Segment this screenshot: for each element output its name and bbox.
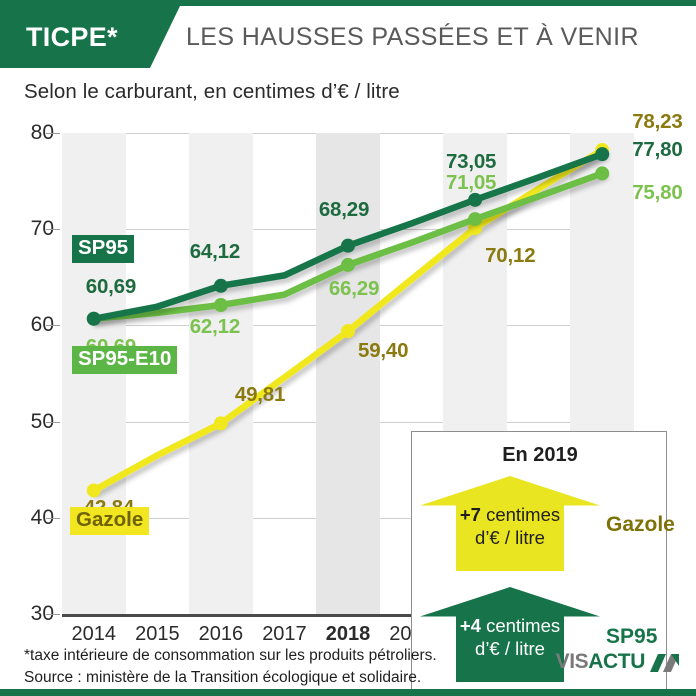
inset-sp95-unit2: d’€ / litre: [475, 637, 545, 659]
data-label: 60,69: [85, 274, 137, 298]
inset-sp95-series-label: SP95: [606, 625, 658, 648]
y-tick-dash: [46, 517, 60, 519]
data-label: 66,29: [328, 276, 380, 300]
inset-title: En 2019: [502, 444, 578, 466]
x-axis-tick: 2016: [198, 623, 244, 645]
data-point: [213, 298, 228, 313]
inset-gazole-amount: +7: [459, 504, 481, 525]
data-point: [341, 238, 355, 253]
logo-text-actu: ACTU: [588, 650, 645, 673]
bottom-accent-rule: [0, 689, 696, 696]
inset-sp95-unit: centimes: [486, 615, 561, 636]
header: TICPE* LES HAUSSES PASSÉES ET À VENIR: [0, 6, 696, 68]
y-tick-dash: [46, 229, 60, 231]
y-tick-dash: [46, 325, 60, 327]
data-label: 77,80: [632, 138, 683, 162]
chart-band: [316, 133, 380, 614]
inset-row-gazole: +7 centimes d’€ / litre Gazole: [412, 476, 675, 571]
series-badge-sp95-e10: SP95-E10: [72, 346, 178, 374]
data-label: 64,12: [189, 239, 241, 263]
data-point: [86, 483, 101, 498]
series-badge-gazole: Gazole: [70, 507, 150, 535]
series-badge-sp95: SP95: [72, 235, 135, 263]
header-tag: TICPE*: [0, 6, 180, 68]
data-label: 78,23: [632, 110, 683, 134]
inset-sp95-amount: +4: [459, 615, 481, 636]
page-title: LES HAUSSES PASSÉES ET À VENIR: [186, 22, 639, 51]
x-axis-line: [62, 614, 634, 617]
data-point: [341, 257, 355, 272]
y-axis-tick: 30: [30, 602, 54, 625]
chart-band: [189, 133, 253, 614]
logo-text-vis: VIS: [555, 650, 589, 673]
footnote: *taxe intérieure de consommation sur les…: [24, 645, 437, 689]
data-label: 62,12: [189, 315, 241, 338]
x-axis-tick: 2017: [262, 623, 307, 645]
logo-chevron-icon: [650, 652, 680, 672]
visactu-logo: VIS ACTU: [556, 650, 680, 674]
inset-gazole-unit: centimes: [486, 504, 561, 525]
footnote-line-1: *taxe intérieure de consommation sur les…: [24, 647, 437, 664]
y-axis-tick: 50: [30, 409, 54, 433]
inset-sp95-text: +4 centimes d’€ / litre: [420, 615, 600, 660]
inset-gazole-text: +7 centimes d’€ / litre: [420, 504, 600, 549]
chart-subtitle: Selon le carburant, en centimes d’€ / li…: [24, 80, 400, 103]
data-label: 73,05: [445, 149, 497, 173]
inset-row-sp95: +4 centimes d’€ / litre SP95: [412, 587, 668, 682]
data-point: [595, 166, 610, 181]
header-tag-label: TICPE*: [26, 21, 118, 52]
y-tick-dash: [46, 614, 60, 615]
y-axis-tick: 60: [30, 313, 54, 337]
inset-gazole-series-label: Gazole: [606, 513, 675, 536]
y-axis-tick: 80: [30, 121, 54, 144]
data-point: [213, 416, 228, 431]
data-label: 75,80: [632, 181, 683, 205]
inset-legend: En 2019 +7 centimes d’€ / litre Gazole +…: [411, 431, 675, 696]
inset-gazole-unit2: d’€ / litre: [475, 526, 545, 548]
y-tick-dash: [46, 421, 60, 423]
x-axis-tick: 2014: [71, 623, 117, 645]
data-point: [213, 278, 228, 293]
y-tick-dash: [46, 133, 60, 134]
data-point: [86, 311, 101, 326]
data-label: 68,29: [318, 197, 370, 221]
data-point: [341, 324, 355, 339]
data-point: [468, 212, 483, 227]
x-axis-tick: 2018: [325, 623, 371, 645]
x-axis-tick: 2015: [135, 623, 180, 645]
data-label: 70,12: [485, 244, 536, 268]
footnote-line-2: Source : ministère de la Transition écol…: [24, 669, 422, 686]
data-label: 59,40: [358, 339, 409, 363]
top-accent-rule: [0, 0, 696, 6]
series-lines: [86, 143, 610, 498]
y-axis-tick: 70: [30, 217, 54, 241]
data-label: 49,81: [234, 383, 286, 407]
data-point: [468, 192, 483, 207]
y-axis-tick: 40: [30, 505, 54, 529]
data-point: [595, 147, 610, 162]
data-label: 71,05: [445, 171, 497, 195]
